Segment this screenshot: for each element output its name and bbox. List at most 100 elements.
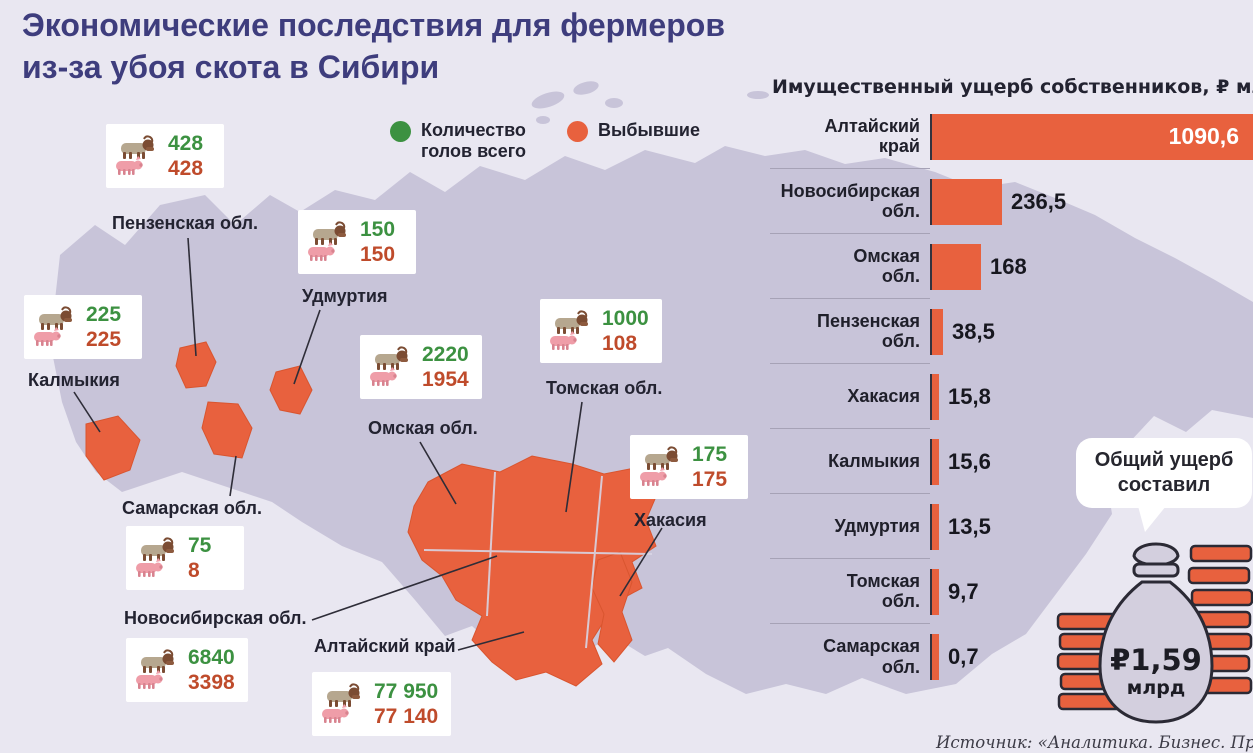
chart-bar — [932, 633, 939, 680]
lost-heads-value: 108 — [602, 332, 638, 356]
chart-value: 38,5 — [952, 318, 995, 344]
region-siberia-cluster — [407, 455, 659, 687]
map-region-label: Калмыкия — [28, 370, 120, 390]
total-heads-value: 2220 — [422, 343, 469, 366]
map-callout: 150 150 — [298, 210, 416, 275]
chart-value: 0,7 — [948, 643, 979, 669]
cow-pig-icon — [135, 537, 179, 579]
chart-row-label: Самарская обл. — [823, 636, 920, 677]
chart-value: 1090,6 — [1168, 123, 1239, 149]
map-region-label: Томская обл. — [546, 378, 663, 398]
map-callout: 1000 108 — [540, 299, 662, 364]
chart-row: Омская обл. 168 — [770, 234, 1253, 299]
chart-axis — [930, 438, 932, 485]
total-heads-value: 225 — [86, 303, 122, 326]
infographic-title: Экономические последствия для фермеров и… — [22, 4, 725, 88]
chart-axis — [930, 243, 932, 290]
cow-pig-icon — [639, 446, 683, 488]
total-damage-line-1: Общий ущерб — [1094, 449, 1234, 471]
map-region-label: Удмуртия — [302, 286, 388, 306]
map-callout: 75 8 — [126, 526, 244, 591]
map-callout: 2220 1954 — [360, 335, 482, 400]
map-callout: 175 175 — [630, 435, 748, 500]
lost-heads-value: 8 — [188, 559, 200, 583]
chart-row: Самарская обл. 0,7 — [770, 624, 1253, 689]
map-region-label: Алтайский край — [314, 636, 456, 656]
chart-axis — [930, 503, 932, 550]
map-region-label: Пензенская обл. — [112, 213, 259, 233]
green-dot-icon — [390, 121, 411, 142]
chart-bar — [932, 243, 981, 290]
chart-row: Новосибирская обл. 236,5 — [770, 169, 1253, 234]
chart-title: Имущественный ущерб собственников, ₽ млн — [772, 76, 1253, 98]
cow-pig-icon — [115, 135, 159, 177]
chart-row-label: Алтайский край — [770, 104, 930, 169]
money-bag-illustration: ₽1,59 млрд — [1056, 542, 1253, 724]
title-line-1: Экономические последствия для фермеров — [22, 7, 725, 43]
chart-row-label: Новосибирская обл. — [770, 169, 930, 234]
chart-axis — [930, 113, 932, 160]
total-heads-value: 75 — [188, 534, 212, 557]
chart-row-label: Пензенская обл. — [770, 299, 930, 364]
cow-pig-icon — [33, 306, 77, 348]
chart-bar — [932, 503, 939, 550]
chart-row: Томская обл. 9,7 — [770, 559, 1253, 624]
region-samara — [201, 401, 253, 459]
lost-heads-value: 77 140 — [374, 705, 439, 729]
lost-heads-value: 3398 — [188, 671, 235, 695]
chart-row: Хакасия 15,8 — [770, 364, 1253, 429]
lost-heads-value: 150 — [360, 243, 396, 267]
map-region-label: Омская обл. — [368, 418, 478, 438]
orange-dot-icon — [567, 121, 588, 142]
chart-axis — [930, 373, 932, 420]
chart-value: 168 — [990, 253, 1027, 279]
chart-row-label: Омская обл. — [770, 234, 930, 299]
lost-heads-value: 428 — [168, 157, 204, 181]
total-damage-line-2: составил — [1117, 474, 1211, 496]
region-penza — [175, 341, 217, 389]
legend-total-label: Количество голов всего — [421, 120, 526, 161]
total-heads-value: 175 — [692, 443, 728, 466]
chart-row-label: Хакасия — [770, 364, 930, 429]
chart-value: 15,6 — [948, 448, 991, 474]
chart-row-label: Томская обл. — [770, 559, 930, 624]
lost-heads-value: 225 — [86, 328, 122, 352]
chart-row: Удмуртия 13,5 — [770, 494, 1253, 559]
cow-pig-icon — [549, 310, 593, 352]
map-region-label: Самарская обл. — [122, 498, 262, 518]
cow-pig-icon — [321, 683, 365, 725]
cow-pig-icon — [135, 649, 179, 691]
map-callout: 77 950 77 140 — [312, 672, 452, 737]
total-heads-value: 1000 — [602, 307, 649, 330]
chart-axis — [930, 568, 932, 615]
chart-axis — [930, 308, 932, 355]
chart-row: Калмыкия 15,6 — [770, 429, 1253, 494]
chart-row: Алтайский край 1090,6 — [770, 104, 1253, 169]
chart-row: Пензенская обл. 38,5 — [770, 299, 1253, 364]
money-bag: ₽1,59 млрд — [1098, 542, 1214, 724]
region-inner-borders — [423, 471, 653, 649]
source-note: Источник: «Аналитика. Бизнес. Про — [936, 733, 1253, 752]
chart-value: 13,5 — [948, 513, 991, 539]
title-line-2: из-за убоя скота в Сибири — [22, 49, 440, 85]
chart-value: 15,8 — [948, 383, 991, 409]
total-heads-value: 428 — [168, 132, 204, 155]
total-amount: ₽1,59 — [1110, 643, 1202, 677]
total-heads-value: 6840 — [188, 646, 235, 669]
total-damage-bubble: Общий ущерб составил — [1076, 438, 1252, 508]
total-heads-value: 150 — [360, 218, 396, 241]
legend-lost-label: Выбывшие — [598, 120, 701, 140]
chart-axis — [930, 633, 932, 680]
chart-bar — [932, 438, 939, 485]
chart-value: 9,7 — [948, 578, 979, 604]
total-amount-unit: млрд — [1127, 677, 1185, 699]
map-callout: 225 225 — [24, 295, 142, 360]
map-region-label: Новосибирская обл. — [124, 608, 307, 628]
chart-bar — [932, 178, 1002, 225]
bar-chart: Алтайский край 1090,6 Новосибирская обл. 236,… — [770, 104, 1253, 689]
chart-value: 236,5 — [1011, 188, 1067, 214]
region-khakassia — [591, 551, 633, 663]
map-callout: 428 428 — [106, 124, 224, 189]
cow-pig-icon — [369, 346, 413, 388]
chart-bar — [932, 308, 943, 355]
